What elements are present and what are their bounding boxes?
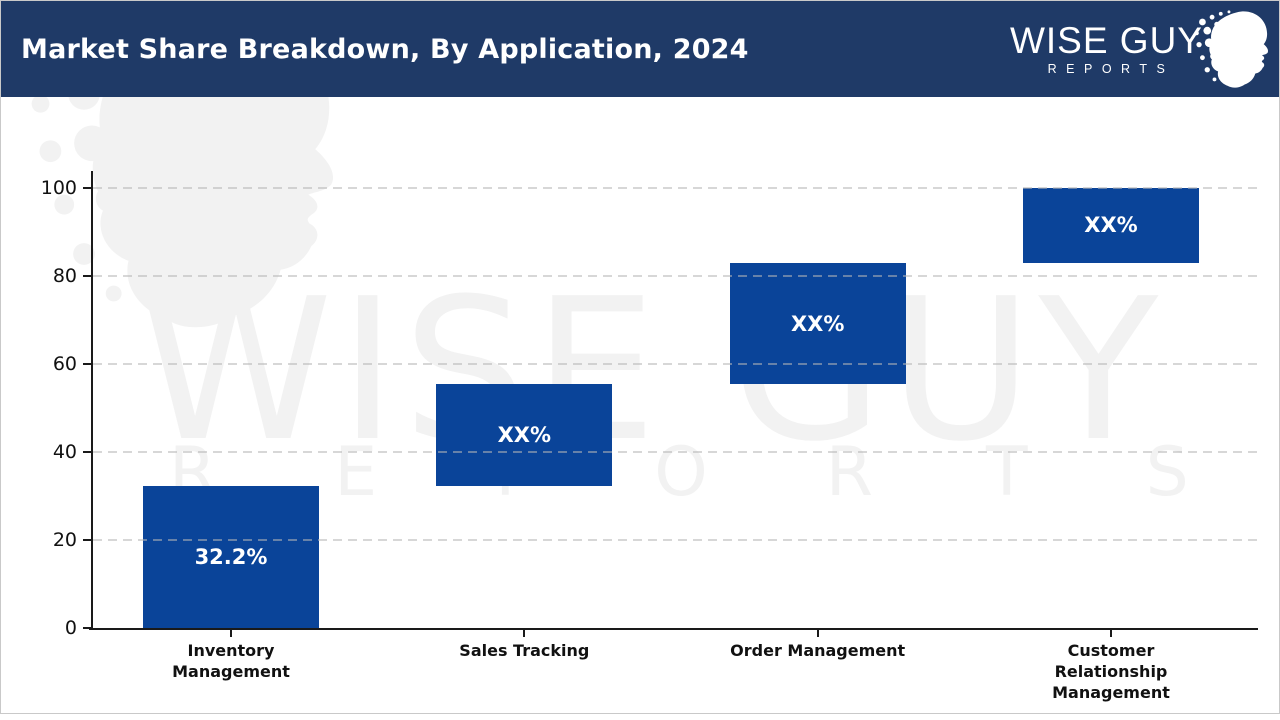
bar-value-label: 32.2%	[194, 545, 268, 570]
x-tick-mark	[523, 630, 526, 637]
watermark-reports-text: REPORTS	[169, 433, 1280, 512]
y-axis-line	[91, 171, 93, 630]
y-tick-label: 80	[52, 265, 77, 287]
x-tick-mark	[816, 630, 819, 637]
watermark-brand-text: WISE GUY	[139, 257, 1165, 485]
x-category-label: Customer Relationship Management	[1052, 641, 1170, 702]
y-tick-label: 100	[40, 177, 77, 199]
y-tick-label: 0	[64, 617, 77, 639]
gridline	[93, 187, 1257, 189]
bar-segment: 32.2%	[143, 486, 319, 628]
bar-value-label: XX%	[497, 423, 552, 448]
x-tick-mark	[1109, 630, 1112, 637]
bar-segment: XX%	[729, 262, 906, 385]
y-tick-mark	[83, 275, 91, 277]
brand-logo-text: WISE GUY REPORTS	[1010, 22, 1203, 76]
bar-segment: XX%	[436, 384, 613, 487]
y-tick-label: 20	[52, 529, 77, 551]
bar-value-label: XX%	[790, 311, 845, 336]
y-tick-label: 40	[52, 441, 77, 463]
x-category-label: Inventory Management	[172, 641, 290, 681]
gridline	[93, 451, 1257, 453]
x-category-label: Sales Tracking	[459, 641, 590, 660]
y-tick-label: 60	[52, 353, 77, 375]
brand-subname: REPORTS	[1047, 62, 1175, 76]
x-axis-line	[89, 628, 1258, 630]
brand-name: WISE GUY	[1009, 20, 1203, 61]
page-title: Market Share Breakdown, By Application, …	[21, 33, 749, 65]
y-tick-mark	[83, 451, 91, 453]
header-bar: Market Share Breakdown, By Application, …	[1, 1, 1279, 97]
y-tick-mark	[83, 187, 91, 189]
gridline	[93, 363, 1257, 365]
bar-value-label: XX%	[1084, 213, 1138, 238]
gridline	[93, 539, 1257, 541]
x-category-label: Order Management	[730, 641, 906, 660]
y-tick-mark	[83, 363, 91, 365]
y-tick-mark	[83, 627, 91, 629]
brand-logo: WISE GUY REPORTS	[1010, 8, 1279, 90]
gridline	[93, 275, 1257, 277]
y-tick-mark	[83, 539, 91, 541]
bar-segment: XX%	[1022, 188, 1199, 263]
x-tick-mark	[230, 630, 232, 637]
